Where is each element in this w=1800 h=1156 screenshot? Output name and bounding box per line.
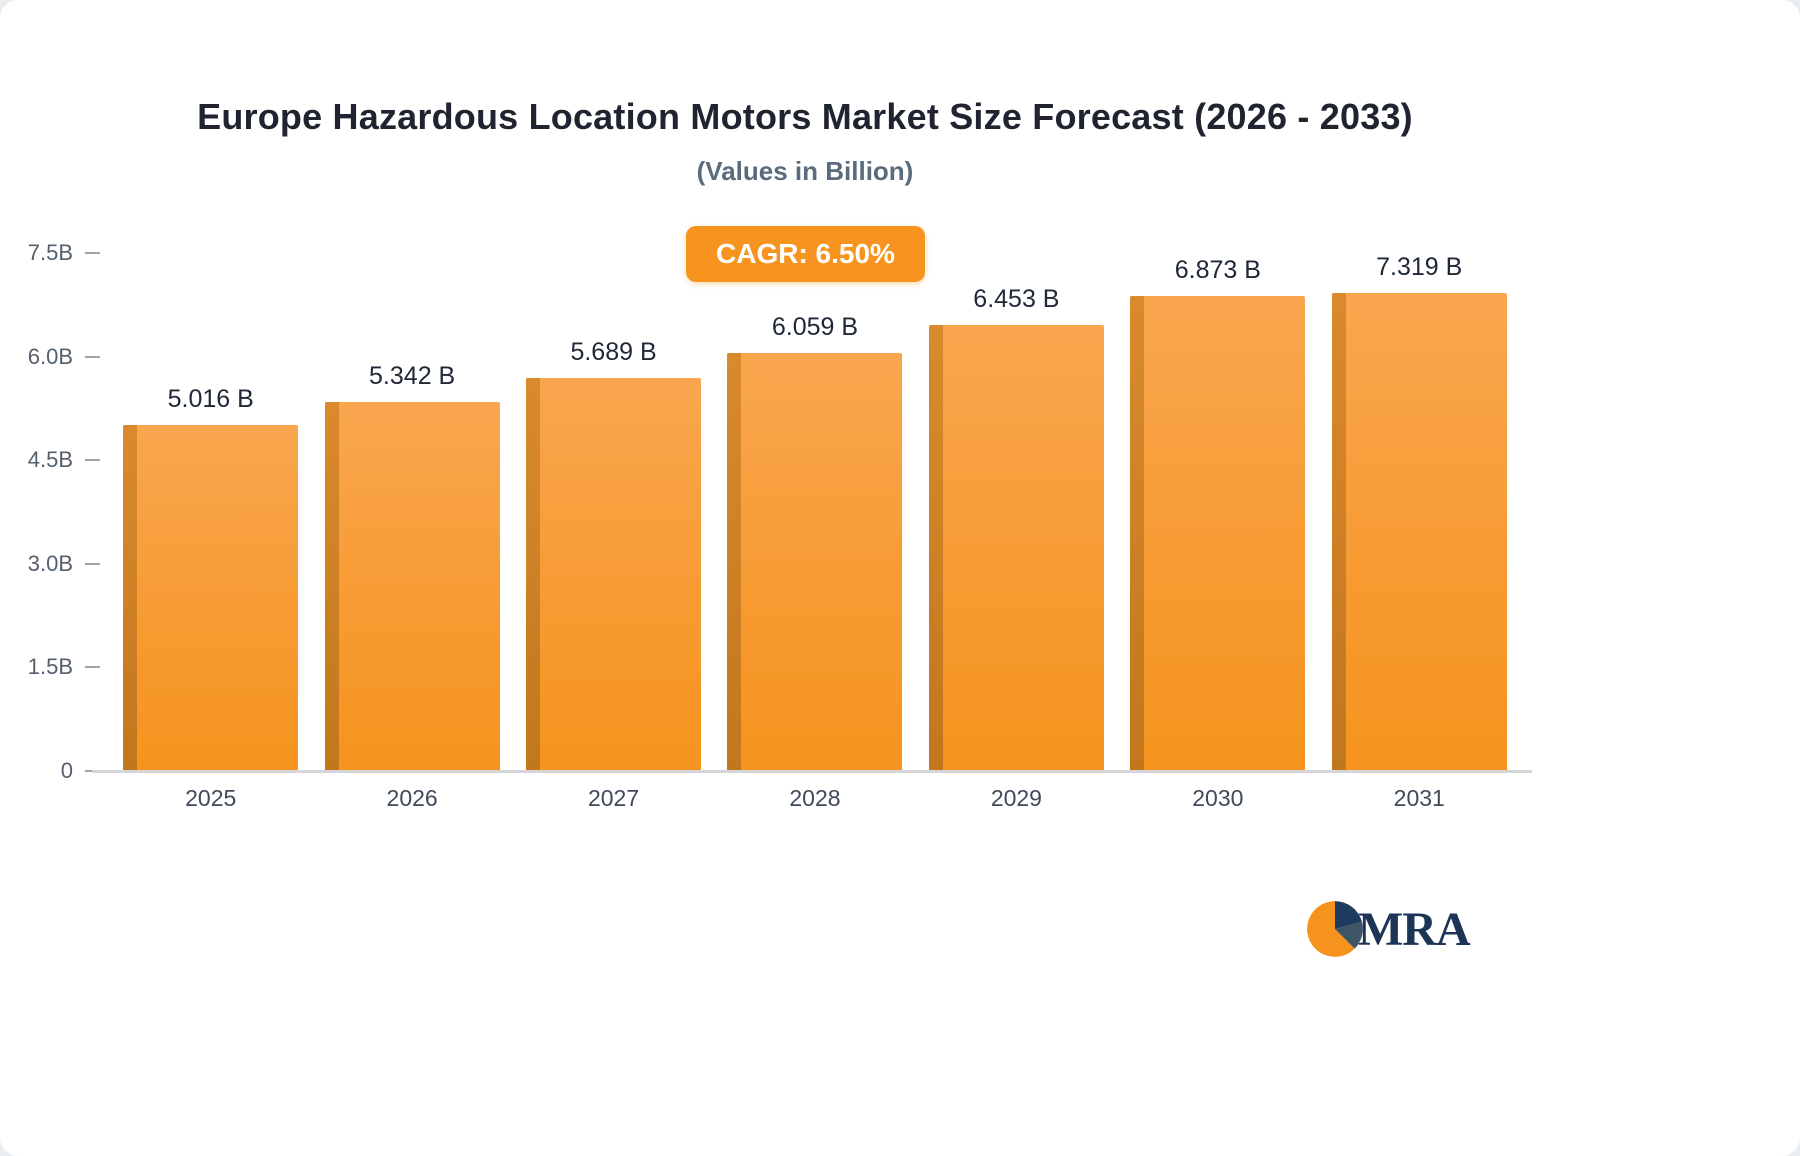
bar — [324, 402, 500, 771]
x-axis-label: 2025 — [185, 785, 237, 811]
bar-slot: 6.453 B — [916, 253, 1117, 771]
brand-logo: MRA — [1306, 900, 1471, 958]
y-tick: 7.5B — [23, 240, 100, 266]
y-tick-mark — [85, 666, 100, 669]
bar-slot: 5.016 B — [110, 253, 311, 771]
y-tick: 1.5B — [23, 654, 100, 680]
bar-side-shade — [928, 325, 943, 771]
bar-value-label: 7.319 B — [1376, 253, 1463, 281]
cagr-badge: CAGR: 6.50% — [686, 226, 925, 282]
y-tick-label: 0 — [60, 758, 73, 783]
chart-subtitle: (Values in Billion) — [696, 156, 914, 186]
bar — [727, 352, 903, 771]
x-axis-label: 2028 — [789, 785, 841, 811]
bar-value-label: 5.689 B — [570, 338, 657, 367]
y-tick: 4.5B — [23, 447, 100, 473]
y-tick-label: 1.5B — [27, 654, 73, 680]
bar-slot: 6.059 B — [714, 253, 915, 771]
bar — [1331, 293, 1507, 771]
x-axis-line — [92, 770, 1532, 773]
y-tick-mark — [85, 252, 100, 254]
bar-value-label: 5.342 B — [369, 362, 456, 391]
bar-slot: 6.873 B — [1117, 253, 1318, 771]
chart-header: Europe Hazardous Location Motors Market … — [95, 96, 1515, 187]
plot-area: 0 1.5B 3.0B 4.5B 6.0B 7.5B 5.016 B 5.342 B 5.68… — [28, 240, 1532, 783]
bar-value-label: 5.016 B — [167, 384, 254, 413]
y-tick-mark — [85, 355, 100, 358]
chart-title: Europe Hazardous Location Motors Market … — [197, 96, 1413, 137]
x-axis-label: 2027 — [587, 785, 640, 811]
bar-side-shade — [123, 424, 138, 771]
pie-logo-icon — [1307, 901, 1363, 957]
bar — [123, 424, 299, 771]
y-tick-label: 4.5B — [27, 447, 73, 473]
bar — [1130, 296, 1306, 771]
x-axis-labels: 2025 2026 2027 2028 2029 2030 2031 — [110, 785, 1520, 812]
bar-side-shade — [526, 378, 541, 771]
bar-value-label: 6.059 B — [771, 312, 859, 341]
y-tick: 0 — [23, 758, 100, 784]
y-tick-label: 7.5B — [27, 240, 73, 265]
bar-slot: 7.319 B — [1319, 253, 1520, 771]
x-axis-label: 2026 — [386, 785, 438, 811]
y-tick-label: 3.0B — [27, 550, 73, 576]
bar-slot: 5.689 B — [513, 253, 714, 771]
bar-side-shade — [727, 352, 742, 771]
bar-value-label: 6.453 B — [973, 285, 1060, 314]
brand-logo-text: MRA — [1358, 902, 1471, 956]
x-axis-label: 2029 — [990, 785, 1042, 811]
bar-side-shade — [1331, 293, 1346, 771]
bar — [928, 325, 1104, 771]
bar-value-label: 6.873 B — [1174, 256, 1261, 285]
y-tick: 3.0B — [23, 551, 100, 577]
bar — [526, 378, 702, 771]
y-tick: 6.0B — [23, 344, 100, 370]
bar-side-shade — [1130, 296, 1145, 771]
y-tick-label: 6.0B — [27, 343, 73, 369]
bar-group: 5.016 B 5.342 B 5.689 B 6.059 B 6.453 B 6.873… — [110, 253, 1520, 771]
bar-slot: 5.342 B — [311, 253, 512, 771]
y-tick-mark — [85, 459, 100, 462]
bar-side-shade — [324, 402, 339, 771]
x-axis-label: 2031 — [1393, 785, 1445, 811]
y-tick-mark — [85, 562, 100, 565]
x-axis-label: 2030 — [1192, 785, 1244, 811]
